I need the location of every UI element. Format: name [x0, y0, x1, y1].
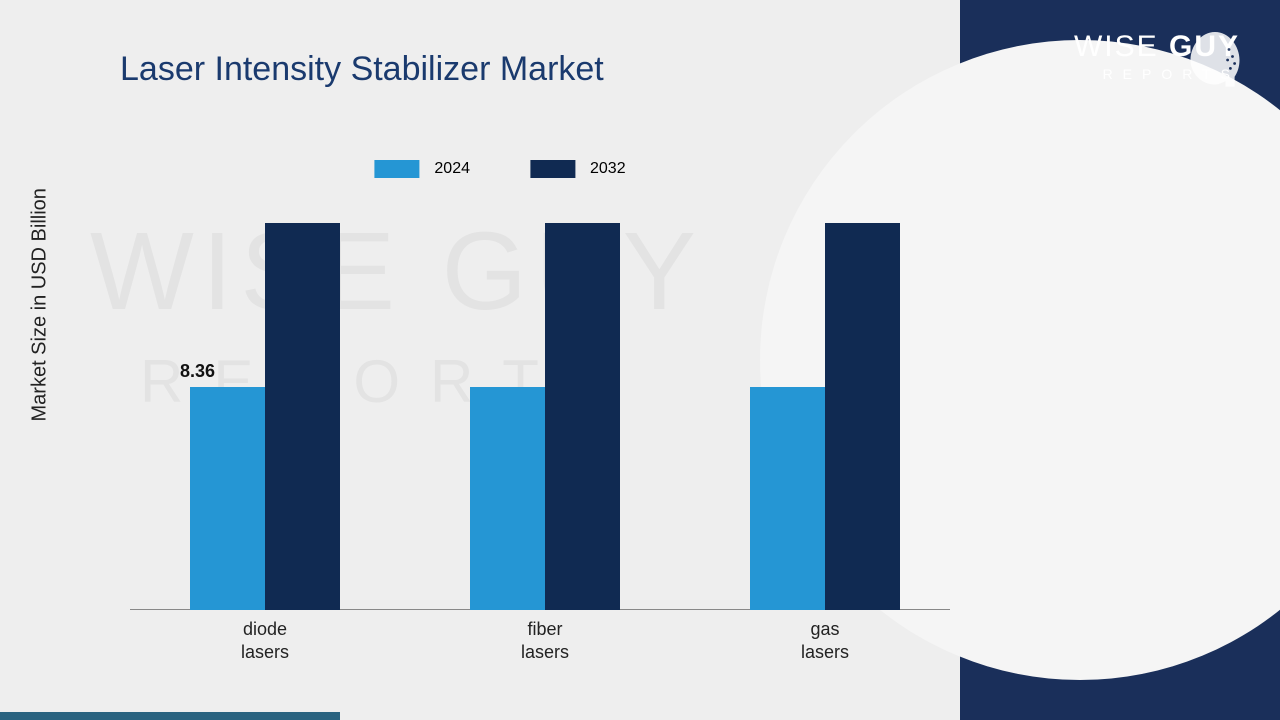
y-axis-label: Market Size in USD Billion [29, 188, 52, 421]
x-axis-label: fiberlasers [470, 618, 620, 665]
bar-value-label: 8.36 [180, 361, 215, 382]
legend: 2024 2032 [374, 160, 625, 178]
chart-page: WISE GUY REPORTS Laser Intensity Stabili… [0, 0, 1280, 720]
plot-area: 8.36diodelasersfiberlasersgaslasers [130, 210, 950, 610]
legend-label-2024: 2024 [434, 160, 470, 178]
bar-2032 [265, 223, 340, 610]
chart-title: Laser Intensity Stabilizer Market [120, 50, 604, 89]
head-icon [1180, 25, 1250, 95]
brand-logo: WISE GUY REPORTS [1074, 30, 1240, 82]
x-axis-label: diodelasers [190, 618, 340, 665]
bar-2024 [470, 387, 545, 610]
bar-2024 [750, 387, 825, 610]
legend-label-2032: 2032 [590, 160, 626, 178]
bottom-accent-bar [0, 712, 340, 720]
legend-item-2032: 2032 [530, 160, 626, 178]
x-axis-label: gaslasers [750, 618, 900, 665]
bar-2032 [825, 223, 900, 610]
legend-swatch-2032 [530, 160, 575, 178]
legend-item-2024: 2024 [374, 160, 470, 178]
bar-2024 [190, 387, 265, 610]
chart-area: 2024 2032 Market Size in USD Billion 8.3… [50, 160, 950, 680]
logo-word-1: WISE [1074, 30, 1159, 63]
bar-2032 [545, 223, 620, 610]
legend-swatch-2024 [374, 160, 419, 178]
